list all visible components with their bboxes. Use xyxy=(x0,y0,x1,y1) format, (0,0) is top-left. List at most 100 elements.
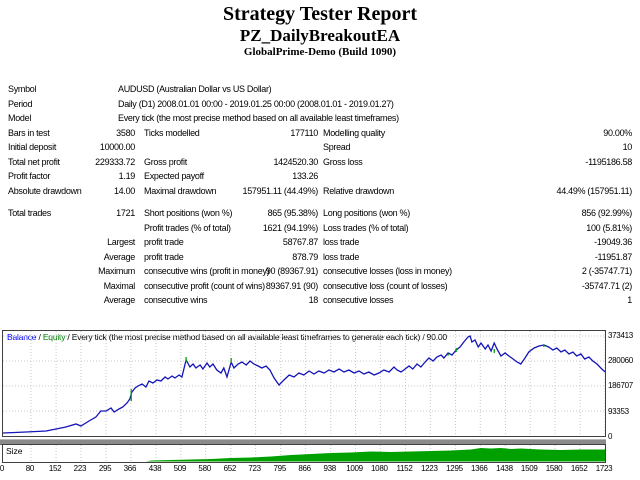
x-axis-label: 0 xyxy=(0,464,5,473)
x-axis-label: 580 xyxy=(198,464,211,473)
stats-row: Average consecutive wins 18 consecutive los… xyxy=(0,293,640,308)
info-row: Period Daily (D1) 2008.01.01 00:00 - 2019… xyxy=(0,97,640,112)
stat-label: Short positions (won %) xyxy=(144,208,233,218)
stat-value: -1195186.58 xyxy=(585,156,632,167)
chart-header-part: / Every tick (the most precise method ba… xyxy=(67,332,447,342)
x-axis-label: 1223 xyxy=(420,464,438,473)
stat-label: Total net profit xyxy=(8,156,60,167)
stat-value: Maximum xyxy=(98,266,135,276)
stat-value: 133.26 xyxy=(292,171,318,181)
stat-label: Bars in test xyxy=(8,127,50,138)
x-axis-label: 1295 xyxy=(446,464,463,473)
stat-label: Profit factor xyxy=(8,171,51,181)
stat-value: Largest xyxy=(107,237,135,247)
stats-row: Largest profit trade 58767.87 loss trade -19… xyxy=(0,235,640,250)
stat-value: 90.00% xyxy=(603,127,632,138)
stat-value: 1 xyxy=(627,295,632,305)
x-axis-label: 1438 xyxy=(496,464,513,473)
x-axis-label: 866 xyxy=(298,464,311,473)
x-axis-label: 1366 xyxy=(470,464,488,473)
stats-row: Total net profit 229333.72 Gross profit 142… xyxy=(0,155,640,170)
stat-value: 10 xyxy=(622,142,633,152)
stat-value: 177110 xyxy=(290,127,318,138)
stat-label: profit trade xyxy=(144,251,184,262)
info-row: Model Every tick (the most precise method… xyxy=(0,111,640,126)
stat-label: Long positions (won %) xyxy=(323,208,410,218)
x-axis-label: 80 xyxy=(25,464,35,473)
stat-value: 157951.11 (44.49%) xyxy=(242,185,319,196)
stats-row: Maximal consecutive profit (count of wins… xyxy=(0,279,640,294)
x-axis-label: 152 xyxy=(48,464,62,473)
stat-label: consecutive loss (count of losses) xyxy=(323,280,448,291)
y-axis-label: 280060 xyxy=(608,356,633,366)
info-row: Symbol AUDUSD (Australian Dollar vs US Do… xyxy=(0,82,640,97)
stat-value: 1621 (94.19%) xyxy=(262,222,318,233)
stat-value: -19049.36 xyxy=(594,237,632,247)
stat-value: 1721 xyxy=(116,208,135,218)
stat-value: 100 (5.81%) xyxy=(586,222,632,233)
x-axis-label: 509 xyxy=(173,464,187,473)
stat-value: Maximal xyxy=(103,280,136,291)
stat-value: 3580 xyxy=(116,127,135,138)
stat-value: 865 (95.38%) xyxy=(267,208,319,218)
stat-label: Spread xyxy=(323,142,351,152)
x-axis-label: 1580 xyxy=(545,464,563,473)
y-axis-label: 373413 xyxy=(608,331,633,341)
stats-row: Total trades 1721 Short positions (won %) 8… xyxy=(0,206,640,221)
lot-size-chart: Size xyxy=(2,444,606,463)
server-build: GlobalPrime-Demo (Build 1090) xyxy=(243,46,397,58)
stat-value: 878.79 xyxy=(292,251,318,262)
stats-row: Absolute drawdown 14.00 Maximal drawdown 15… xyxy=(0,184,640,199)
stat-value: 14.00 xyxy=(113,185,135,196)
stats-row: Maximum consecutive wins (profit in money… xyxy=(0,264,640,279)
stat-value: 44.49% (157951.11) xyxy=(556,185,633,196)
stat-value: -35747.71 (2) xyxy=(581,280,632,291)
table-gap xyxy=(0,198,640,206)
stat-value: 18 xyxy=(308,295,319,305)
x-axis-label: 1652 xyxy=(570,464,588,473)
x-axis-label: 1509 xyxy=(520,464,538,473)
stat-value: 2 (-35747.71) xyxy=(581,266,632,276)
info-label: Period xyxy=(8,98,33,109)
stat-value: Average xyxy=(103,251,136,262)
stat-label: Gross loss xyxy=(323,156,363,167)
info-value: Daily (D1) 2008.01.01 00:00 - 2019.01.25… xyxy=(118,98,394,109)
stat-value: 89367.91 (90) xyxy=(265,280,318,291)
x-axis-label: 366 xyxy=(123,464,137,473)
chart-header-part: Equity xyxy=(42,332,66,342)
stats-row: Initial deposit 10000.00 Spread 10 xyxy=(0,140,640,155)
stat-label: Gross profit xyxy=(144,156,187,167)
stat-label: Ticks modelled xyxy=(144,127,200,138)
stat-label: consecutive losses xyxy=(323,295,394,305)
stat-label: Profit trades (% of total) xyxy=(144,222,231,233)
x-axis-label: 223 xyxy=(73,464,87,473)
stat-label: Total trades xyxy=(8,208,51,218)
x-axis-label: 723 xyxy=(248,464,261,473)
stat-value: 58767.87 xyxy=(282,237,318,247)
x-axis-label: 1009 xyxy=(346,464,363,473)
stats-row: Average profit trade 878.79 loss trade -1195… xyxy=(0,250,640,265)
x-axis-label: 1723 xyxy=(595,464,613,473)
chart-header-part: Balance xyxy=(7,332,37,342)
x-axis-label: 1152 xyxy=(396,464,413,473)
stat-label: loss trade xyxy=(323,237,360,247)
stat-value: 229333.72 xyxy=(95,156,135,167)
stats-row: Profit factor 1.19 Expected payoff 133.26 xyxy=(0,169,640,184)
stat-label: Initial deposit xyxy=(8,142,57,152)
stat-value: Average xyxy=(103,295,136,305)
report-title: Strategy Tester Report xyxy=(222,3,418,25)
stat-label: loss trade xyxy=(323,251,360,262)
stat-label: profit trade xyxy=(144,237,184,247)
info-label: Model xyxy=(8,113,32,123)
x-axis-label: 795 xyxy=(273,464,287,473)
y-axis-label: 0 xyxy=(608,431,613,441)
stat-label: Relative drawdown xyxy=(323,185,394,196)
info-value: Every tick (the most precise method base… xyxy=(118,113,399,123)
x-axis-label: 938 xyxy=(323,464,336,473)
info-value: AUDUSD (Australian Dollar vs US Dollar) xyxy=(118,84,272,94)
stat-value: -11951.87 xyxy=(594,251,632,262)
stats-row: Bars in test 3580 Ticks modelled 177110 Mode… xyxy=(0,126,640,141)
chart-header-part: / xyxy=(36,332,43,342)
stat-value: 1.19 xyxy=(118,171,136,181)
